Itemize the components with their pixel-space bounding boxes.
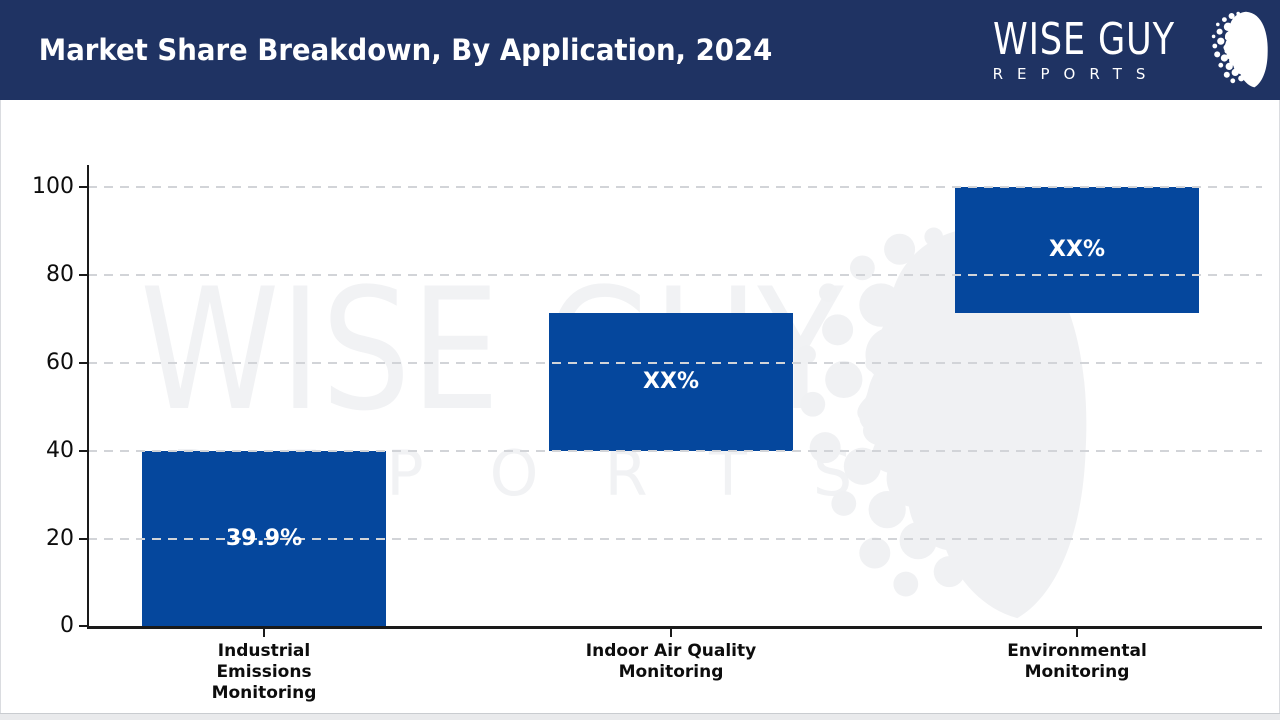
y-tick — [79, 538, 87, 540]
x-tick — [670, 628, 672, 637]
watermark-head-icon — [797, 227, 1087, 619]
logo-wordmark-secondary: REPORTS — [992, 64, 1160, 83]
header-bar: Market Share Breakdown, By Application, … — [0, 0, 1280, 100]
y-tick-label: 40 — [46, 438, 74, 463]
logo-wordmark-primary: WISE GUY — [992, 13, 1175, 65]
category-label-line: Environmental — [1007, 641, 1147, 661]
logo-head-icon — [1211, 11, 1268, 87]
gridline-20 — [88, 538, 1262, 540]
gridline-40 — [88, 450, 1262, 452]
y-tick-label: 60 — [46, 350, 74, 375]
category-label-line: Monitoring — [618, 662, 724, 682]
category-label-line: Indoor Air Quality — [585, 641, 757, 661]
y-tick-label: 0 — [60, 613, 74, 638]
y-axis-line — [87, 165, 89, 627]
y-tick — [79, 186, 87, 188]
bar-value-label: XX% — [1049, 237, 1105, 262]
y-tick-label: 80 — [46, 262, 74, 287]
category-label-line: Emissions — [216, 662, 312, 682]
category-label-line: Industrial — [217, 641, 311, 661]
chart-area: WISE GUY REPORTS — [0, 100, 1280, 713]
x-tick — [1076, 628, 1078, 637]
bar-indoor-air-quality-monitoring — [549, 313, 793, 451]
watermark-layer: WISE GUY REPORTS — [0, 100, 1280, 713]
y-tick — [79, 625, 87, 627]
page-title: Market Share Breakdown, By Application, … — [38, 33, 773, 67]
wise-guy-logo: WISE GUY REPORTS — [993, 8, 1270, 92]
footer-strip — [0, 713, 1280, 720]
category-label-line: Monitoring — [1024, 662, 1130, 682]
y-tick — [79, 274, 87, 276]
category-label-environmental-monitoring: Environmental Monitoring — [937, 641, 1217, 683]
bar-value-label: XX% — [643, 369, 699, 394]
logo-wordmark: WISE GUY REPORTS — [992, 13, 1220, 83]
bar-value-label: 39.9% — [225, 526, 303, 551]
y-tick-label: 20 — [46, 526, 74, 551]
y-tick — [79, 450, 87, 452]
y-tick — [79, 362, 87, 364]
gridline-80 — [88, 274, 1262, 276]
category-label-line: Monitoring — [211, 683, 317, 703]
category-label-indoor-air-quality-monitoring: Indoor Air Quality Monitoring — [531, 641, 811, 683]
y-tick-label: 100 — [32, 174, 74, 199]
bar-environmental-monitoring — [955, 187, 1199, 313]
gridline-60 — [88, 362, 1262, 364]
category-label-industrial-emissions-monitoring: Industrial Emissions Monitoring — [124, 641, 404, 704]
gridline-100 — [88, 186, 1262, 188]
x-tick — [263, 628, 265, 637]
x-axis-line — [87, 626, 1262, 629]
